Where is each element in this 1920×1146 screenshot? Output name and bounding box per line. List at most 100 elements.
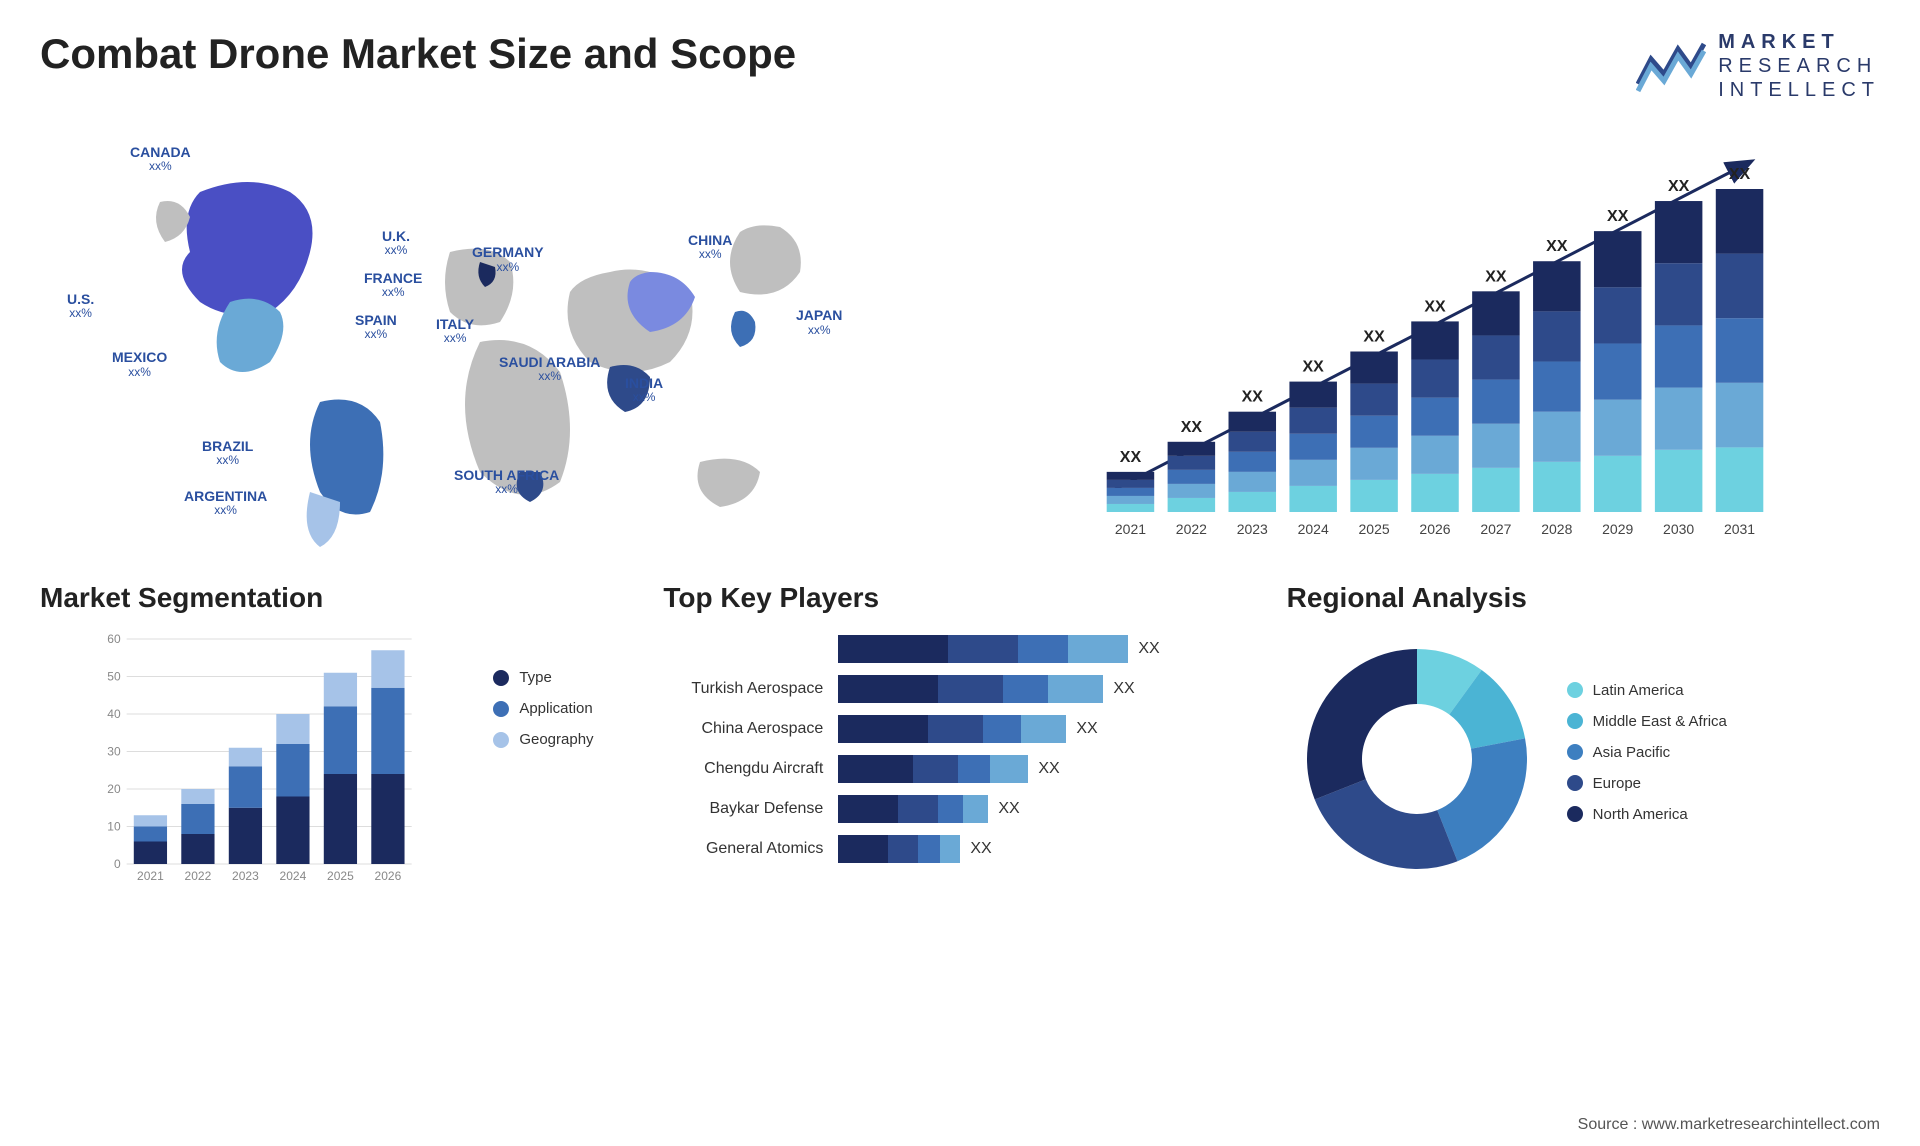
svg-text:XX: XX bbox=[1729, 166, 1751, 183]
forecast-chart: XX 2021 XX 2022 XX 2023 XX 2024 XX 2025 XX 2026 XX 20… bbox=[980, 132, 1880, 552]
svg-text:50: 50 bbox=[107, 670, 121, 684]
map-label: SAUDI ARABIAxx% bbox=[499, 355, 600, 384]
svg-text:40: 40 bbox=[107, 707, 121, 721]
players-bars: XX XX XX XX XX XX bbox=[838, 629, 1256, 869]
map-label: CANADAxx% bbox=[130, 145, 191, 174]
svg-text:XX: XX bbox=[1424, 298, 1446, 315]
svg-text:2027: 2027 bbox=[1480, 521, 1511, 537]
player-value: XX bbox=[1076, 720, 1097, 738]
segmentation-title: Market Segmentation bbox=[40, 582, 633, 614]
svg-text:2021: 2021 bbox=[1115, 521, 1146, 537]
map-label: U.K.xx% bbox=[382, 229, 410, 258]
logo: MARKET RESEARCH INTELLECT bbox=[1636, 30, 1880, 102]
regional-title: Regional Analysis bbox=[1287, 582, 1880, 614]
segmentation-svg: 0 10 20 30 40 50 60 2021 2022 2023 2024 2025 2026 bbox=[40, 629, 473, 889]
player-label bbox=[663, 629, 823, 669]
svg-text:XX: XX bbox=[1363, 329, 1385, 346]
map-label: ITALYxx% bbox=[436, 317, 474, 346]
player-bar-row: XX bbox=[838, 749, 1256, 789]
player-label: China Aerospace bbox=[663, 709, 823, 749]
legend-item: Type bbox=[493, 669, 633, 686]
segmentation-chart: 0 10 20 30 40 50 60 2021 2022 2023 2024 2025 2026 bbox=[40, 629, 473, 889]
donut-svg bbox=[1287, 629, 1547, 889]
map-label: INDIAxx% bbox=[625, 376, 663, 405]
segmentation-panel: Market Segmentation 0 10 20 30 40 50 60 2021 202… bbox=[40, 582, 633, 889]
svg-text:2022: 2022 bbox=[185, 869, 212, 883]
player-bar-row: XX bbox=[838, 709, 1256, 749]
svg-text:20: 20 bbox=[107, 782, 121, 796]
svg-text:30: 30 bbox=[107, 745, 121, 759]
svg-text:2023: 2023 bbox=[1237, 521, 1268, 537]
player-bar-row: XX bbox=[838, 669, 1256, 709]
regional-legend: Latin America Middle East & Africa Asia Pa… bbox=[1567, 682, 1880, 837]
map-label: MEXICOxx% bbox=[112, 350, 167, 379]
legend-item: Geography bbox=[493, 731, 633, 748]
map-label: BRAZILxx% bbox=[202, 439, 253, 468]
player-value: XX bbox=[1113, 680, 1134, 698]
map-label: JAPANxx% bbox=[796, 308, 842, 337]
svg-text:2024: 2024 bbox=[280, 869, 307, 883]
svg-text:2028: 2028 bbox=[1541, 521, 1572, 537]
svg-text:0: 0 bbox=[114, 857, 121, 871]
world-map: CANADAxx% U.S.xx% MEXICOxx% BRAZILxx% ARGENT… bbox=[40, 132, 940, 552]
map-label: CHINAxx% bbox=[688, 233, 732, 262]
svg-text:2023: 2023 bbox=[232, 869, 259, 883]
legend-item: Application bbox=[493, 700, 633, 717]
map-label: U.S.xx% bbox=[67, 292, 94, 321]
svg-text:2029: 2029 bbox=[1602, 521, 1633, 537]
map-label: ARGENTINAxx% bbox=[184, 489, 267, 518]
svg-text:2026: 2026 bbox=[1419, 521, 1450, 537]
legend-item: Asia Pacific bbox=[1567, 744, 1880, 761]
map-label: SOUTH AFRICAxx% bbox=[454, 468, 559, 497]
player-value: XX bbox=[970, 840, 991, 858]
player-bar-row: XX bbox=[838, 829, 1256, 869]
svg-text:XX: XX bbox=[1607, 208, 1629, 225]
legend-item: North America bbox=[1567, 806, 1880, 823]
forecast-svg: XX 2021 XX 2022 XX 2023 XX 2024 XX 2025 XX 2026 XX 20… bbox=[980, 132, 1880, 552]
players-title: Top Key Players bbox=[663, 582, 1256, 614]
player-label: General Atomics bbox=[663, 829, 823, 869]
svg-text:2026: 2026 bbox=[375, 869, 402, 883]
legend-item: Europe bbox=[1567, 775, 1880, 792]
player-bar-row: XX bbox=[838, 629, 1256, 669]
svg-text:XX: XX bbox=[1303, 359, 1325, 376]
map-label: SPAINxx% bbox=[355, 313, 397, 342]
svg-text:60: 60 bbox=[107, 632, 121, 646]
map-label: FRANCExx% bbox=[364, 271, 422, 300]
logo-line3: INTELLECT bbox=[1718, 79, 1880, 101]
segmentation-legend: Type Application Geography bbox=[493, 629, 633, 762]
source-attribution: Source : www.marketresearchintellect.com bbox=[1578, 1116, 1880, 1134]
map-label: GERMANYxx% bbox=[472, 245, 544, 274]
svg-text:10: 10 bbox=[107, 820, 121, 834]
player-label: Turkish Aerospace bbox=[663, 669, 823, 709]
svg-text:XX: XX bbox=[1546, 238, 1568, 255]
logo-icon bbox=[1636, 39, 1706, 94]
svg-text:2021: 2021 bbox=[137, 869, 164, 883]
player-label: Baykar Defense bbox=[663, 789, 823, 829]
svg-text:2022: 2022 bbox=[1176, 521, 1207, 537]
player-value: XX bbox=[1138, 640, 1159, 658]
svg-text:XX: XX bbox=[1181, 419, 1203, 436]
regional-panel: Regional Analysis Latin America Middle Ea… bbox=[1287, 582, 1880, 889]
svg-text:XX: XX bbox=[1485, 268, 1507, 285]
player-label: Chengdu Aircraft bbox=[663, 749, 823, 789]
svg-text:2024: 2024 bbox=[1298, 521, 1329, 537]
svg-text:2031: 2031 bbox=[1724, 521, 1755, 537]
legend-item: Middle East & Africa bbox=[1567, 713, 1880, 730]
svg-text:XX: XX bbox=[1668, 178, 1690, 195]
player-value: XX bbox=[1038, 760, 1059, 778]
player-value: XX bbox=[998, 800, 1019, 818]
player-bar-row: XX bbox=[838, 789, 1256, 829]
logo-line2: RESEARCH bbox=[1718, 55, 1877, 77]
players-panel: Top Key Players Turkish AerospaceChina A… bbox=[663, 582, 1256, 889]
svg-text:2025: 2025 bbox=[327, 869, 354, 883]
regional-donut bbox=[1287, 629, 1547, 889]
svg-text:2025: 2025 bbox=[1359, 521, 1390, 537]
svg-text:2030: 2030 bbox=[1663, 521, 1694, 537]
svg-text:XX: XX bbox=[1242, 389, 1264, 406]
svg-text:XX: XX bbox=[1120, 449, 1142, 466]
players-labels: Turkish AerospaceChina AerospaceChengdu … bbox=[663, 629, 823, 869]
logo-line1: MARKET bbox=[1718, 31, 1840, 53]
page-title: Combat Drone Market Size and Scope bbox=[40, 30, 796, 78]
legend-item: Latin America bbox=[1567, 682, 1880, 699]
